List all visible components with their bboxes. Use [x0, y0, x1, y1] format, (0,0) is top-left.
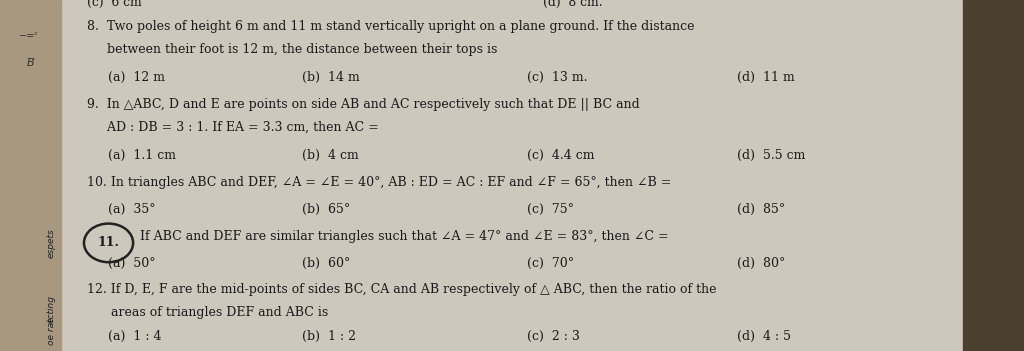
Text: (d)  80°: (d) 80°	[737, 257, 785, 270]
Text: (b)  65°: (b) 65°	[302, 203, 350, 216]
Text: espets: espets	[47, 228, 55, 258]
Text: (a)  1.1 cm: (a) 1.1 cm	[108, 149, 175, 162]
Text: (a)  35°: (a) 35°	[108, 203, 156, 216]
Bar	[963, 0, 1024, 351]
Text: AD : DB = 3 : 1. If EA = 3.3 cm, then AC =: AD : DB = 3 : 1. If EA = 3.3 cm, then AC…	[87, 121, 379, 134]
Text: areas of triangles DEF and ABC is: areas of triangles DEF and ABC is	[87, 306, 329, 319]
Text: (a)  50°: (a) 50°	[108, 257, 156, 270]
Text: 11.: 11.	[97, 236, 120, 250]
Text: (b)  1 : 2: (b) 1 : 2	[302, 330, 356, 343]
Text: 9.  In △ABC, D and E are points on side AB and AC respectively such that DE || B: 9. In △ABC, D and E are points on side A…	[87, 98, 640, 111]
Text: (c)  13 m.: (c) 13 m.	[527, 71, 588, 84]
Text: −=ᶜ: −=ᶜ	[18, 30, 39, 40]
Text: (c)  2 : 3: (c) 2 : 3	[527, 330, 581, 343]
Text: (d)  11 m: (d) 11 m	[737, 71, 795, 84]
Text: (b)  60°: (b) 60°	[302, 257, 350, 270]
Text: (a)  12 m: (a) 12 m	[108, 71, 165, 84]
Text: (c)  6 cm: (c) 6 cm	[87, 0, 141, 9]
Text: oe rat: oe rat	[47, 318, 55, 345]
Text: (a)  1 : 4: (a) 1 : 4	[108, 330, 161, 343]
Text: (c)  70°: (c) 70°	[527, 257, 574, 270]
Text: (d)  85°: (d) 85°	[737, 203, 785, 216]
Text: between their foot is 12 m, the distance between their tops is: between their foot is 12 m, the distance…	[87, 43, 498, 56]
Text: (c)  4.4 cm: (c) 4.4 cm	[527, 149, 595, 162]
Bar	[0, 0, 61, 351]
Text: (d)  4 : 5: (d) 4 : 5	[737, 330, 792, 343]
Text: 12. If D, E, F are the mid-points of sides BC, CA and AB respectively of △ ABC, : 12. If D, E, F are the mid-points of sid…	[87, 283, 717, 296]
Text: If ABC and DEF are similar triangles such that ∠A = 47° and ∠E = 83°, then ∠C =: If ABC and DEF are similar triangles suc…	[140, 230, 669, 243]
Text: (d)  5.5 cm: (d) 5.5 cm	[737, 149, 806, 162]
Text: (b)  14 m: (b) 14 m	[302, 71, 359, 84]
Text: (b)  4 cm: (b) 4 cm	[302, 149, 358, 162]
Text: B̅: B̅	[27, 58, 35, 68]
Text: (d)  8 cm.: (d) 8 cm.	[543, 0, 602, 9]
Text: ecting: ecting	[47, 295, 55, 323]
Text: 10. In triangles ABC and DEF, ∠A = ∠E = 40°, AB : ED = AC : EF and ∠F = 65°, the: 10. In triangles ABC and DEF, ∠A = ∠E = …	[87, 176, 672, 189]
Text: 8.  Two poles of height 6 m and 11 m stand vertically upright on a plane ground.: 8. Two poles of height 6 m and 11 m stan…	[87, 20, 694, 33]
Text: (c)  75°: (c) 75°	[527, 203, 574, 216]
